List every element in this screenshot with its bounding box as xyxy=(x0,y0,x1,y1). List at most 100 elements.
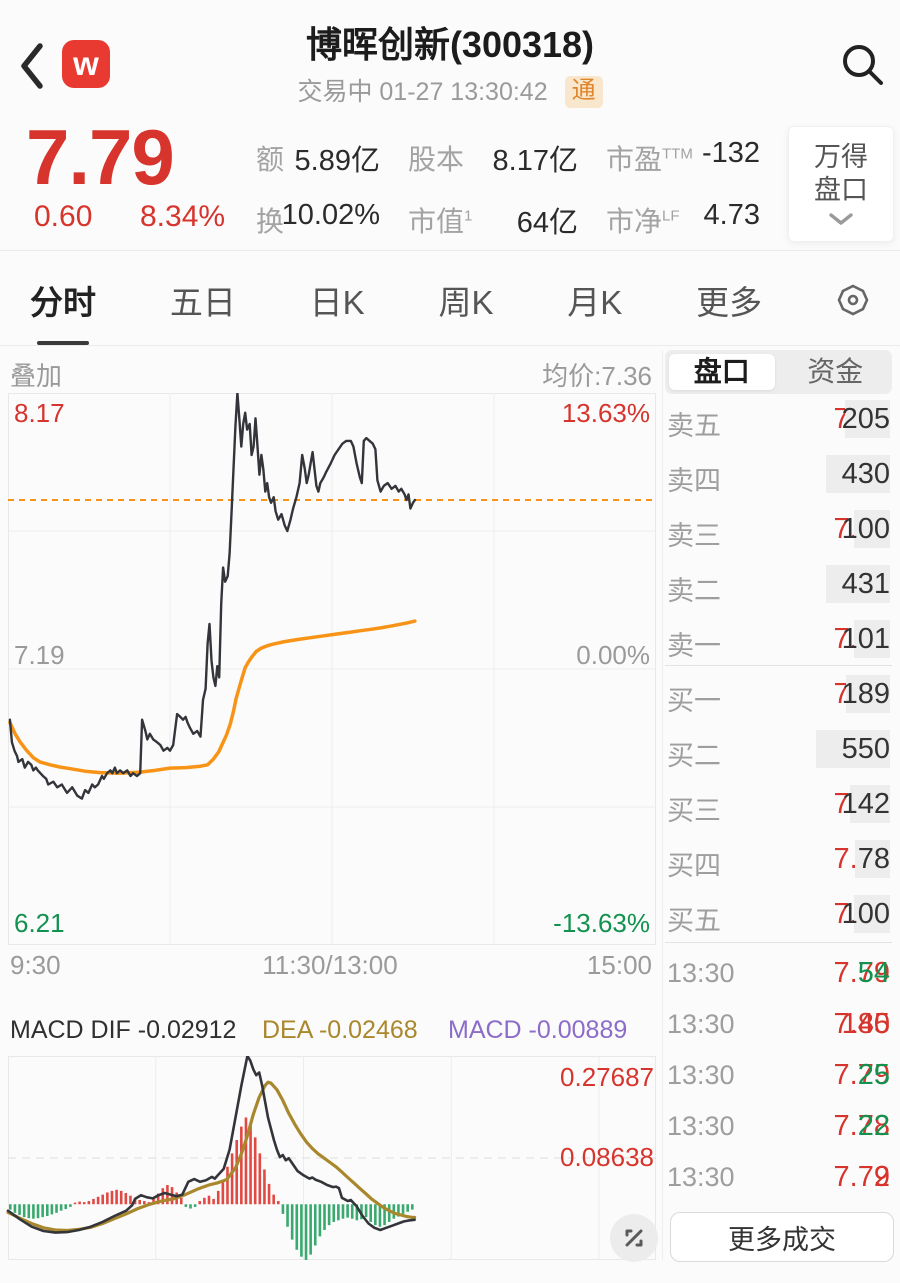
buy-row-4[interactable]: 买五7.74100 xyxy=(665,893,900,937)
x-label-close: 15:00 xyxy=(586,950,652,980)
trade-row-1: 13:30 7.80 145 xyxy=(665,1003,900,1047)
chart-low-label: 6.21 xyxy=(14,908,65,938)
ob-depth-bar xyxy=(826,455,890,493)
ob-level-label: 买五 xyxy=(667,906,721,936)
ob-depth-bar xyxy=(850,785,890,823)
back-icon[interactable] xyxy=(14,38,54,94)
search-icon[interactable] xyxy=(838,40,888,90)
trade-time: 13:30 xyxy=(667,958,735,988)
trade-time: 13:30 xyxy=(667,1111,735,1141)
more-trades-button[interactable]: 更多成交 xyxy=(670,1212,894,1262)
intraday-chart[interactable] xyxy=(0,393,662,945)
trade-row-0: 13:30 7.79 54 xyxy=(665,952,900,996)
ob-level-label: 买三 xyxy=(667,796,721,826)
ob-level-label: 卖一 xyxy=(667,631,721,661)
wind-orderbook-label-line2: 盘口 xyxy=(814,175,868,205)
trade-time: 13:30 xyxy=(667,1009,735,1039)
page-title: 博晖创新(300318) xyxy=(305,24,595,65)
stat-label-shares: 股本 xyxy=(408,144,465,175)
tab-funds[interactable]: 资金 xyxy=(807,356,864,387)
trading-status-row: 交易中 01-27 13:30:42 通 xyxy=(0,72,900,108)
ob-volume: 100 xyxy=(841,513,890,545)
ob-depth-bar xyxy=(854,620,890,658)
tab-周K[interactable]: 周K xyxy=(438,284,494,321)
buy-row-2[interactable]: 买三7.76142 xyxy=(665,783,900,827)
ob-level-label: 卖五 xyxy=(667,411,721,441)
sell-row-4[interactable]: 卖一7.79101 xyxy=(665,618,900,662)
trade-row-3: 13:30 7.78 22 xyxy=(665,1105,900,1149)
buy-row-3[interactable]: 买四7.7578 xyxy=(665,838,900,882)
tab-分时[interactable]: 分时 xyxy=(30,276,96,324)
ob-volume: 431 xyxy=(841,568,890,600)
chart-settings-icon[interactable] xyxy=(836,283,870,317)
divider xyxy=(0,250,900,251)
ob-volume: 205 xyxy=(841,403,890,435)
x-label-midday: 11:30/13:00 xyxy=(262,950,398,980)
connect-badge: 通 xyxy=(564,76,603,108)
ob-depth-bar xyxy=(845,400,890,438)
ob-level-label: 买一 xyxy=(667,686,721,716)
tab-日K[interactable]: 日K xyxy=(309,284,365,321)
ob-level-label: 买二 xyxy=(667,741,721,771)
chart-low-pct-label: -13.63% xyxy=(553,908,650,938)
stat-value-turnover: 10.02% xyxy=(281,199,380,231)
tab-更多[interactable]: 更多 xyxy=(696,284,763,321)
trading-status: 交易中 xyxy=(297,78,373,106)
chart-zero-pct-label: 0.00% xyxy=(576,640,650,670)
sell-row-3[interactable]: 卖二7.80431 xyxy=(665,563,900,607)
sell-row-1[interactable]: 卖四7.82430 xyxy=(665,453,900,497)
trade-price: 7.79 xyxy=(833,957,890,989)
quote-datetime: 01-27 13:30:42 xyxy=(379,78,548,106)
overlay-toggle[interactable]: 叠加 xyxy=(10,361,63,391)
x-label-open: 9:30 xyxy=(10,950,61,980)
buy-row-0[interactable]: 买一7.78189 xyxy=(665,673,900,717)
wind-orderbook-label-line1: 万得 xyxy=(814,142,868,172)
sell-row-0[interactable]: 卖五7.83205 xyxy=(665,398,900,442)
expand-chart-button[interactable] xyxy=(610,1214,658,1262)
panel-divider xyxy=(662,350,663,1260)
ob-volume: 101 xyxy=(841,623,890,655)
wind-orderbook-button[interactable]: 万得 盘口 xyxy=(788,126,894,242)
macd-chart[interactable] xyxy=(0,1056,662,1260)
ob-level-label: 卖三 xyxy=(667,521,721,551)
ob-depth-bar xyxy=(846,675,890,713)
buy-row-1[interactable]: 买二7.77550 xyxy=(665,728,900,772)
ob-depth-bar xyxy=(816,730,890,768)
trade-price: 7.79 xyxy=(833,1161,890,1193)
ob-volume: 78 xyxy=(857,843,890,875)
macd-axis-max: 0.27687 xyxy=(560,1062,654,1092)
chart-high-pct-label: 13.63% xyxy=(561,398,650,428)
ob-volume: 100 xyxy=(841,898,890,930)
sell-row-2[interactable]: 卖三7.81100 xyxy=(665,508,900,552)
ob-depth-bar xyxy=(826,565,890,603)
trades-divider xyxy=(665,942,892,943)
trade-row-2: 13:30 7.79 25 xyxy=(665,1054,900,1098)
trade-time: 13:30 xyxy=(667,1162,735,1192)
tab-月K[interactable]: 月K xyxy=(567,284,623,321)
chart-prevclose-label: 7.19 xyxy=(14,640,65,670)
tab-五日[interactable]: 五日 xyxy=(169,284,236,321)
last-price: 7.79 xyxy=(26,113,175,201)
ob-volume: 550 xyxy=(841,733,890,765)
ob-depth-bar xyxy=(854,510,890,548)
macd-dea-legend: DEA -0.02468 xyxy=(262,1016,418,1044)
price-change: 0.60 xyxy=(34,200,93,233)
stat-label-amount: 额 xyxy=(256,144,285,175)
macd-axis-mid: 0.08638 xyxy=(560,1142,654,1172)
tab-orderbook[interactable]: 盘口 xyxy=(669,354,775,390)
avg-price-label: 均价:7.36 xyxy=(542,361,652,391)
trade-price: 7.79 xyxy=(833,1059,890,1091)
ob-volume: 430 xyxy=(841,458,890,490)
ob-volume: 189 xyxy=(841,678,890,710)
wind-app-logo[interactable]: w xyxy=(62,40,110,88)
trade-volume: 145 xyxy=(841,1008,890,1040)
macd-dif-legend: MACD DIF -0.02912 xyxy=(10,1016,237,1044)
macd-macd-legend: MACD -0.00889 xyxy=(448,1016,628,1044)
chevron-down-icon xyxy=(829,213,853,225)
ob-depth-bar xyxy=(854,895,890,933)
expand-icon xyxy=(625,1229,643,1247)
stat-label-turnover: 换 xyxy=(256,206,285,237)
trade-time: 13:30 xyxy=(667,1060,735,1090)
trade-price: 7.78 xyxy=(833,1110,890,1142)
stat-value-pb: 4.73 xyxy=(703,199,760,231)
